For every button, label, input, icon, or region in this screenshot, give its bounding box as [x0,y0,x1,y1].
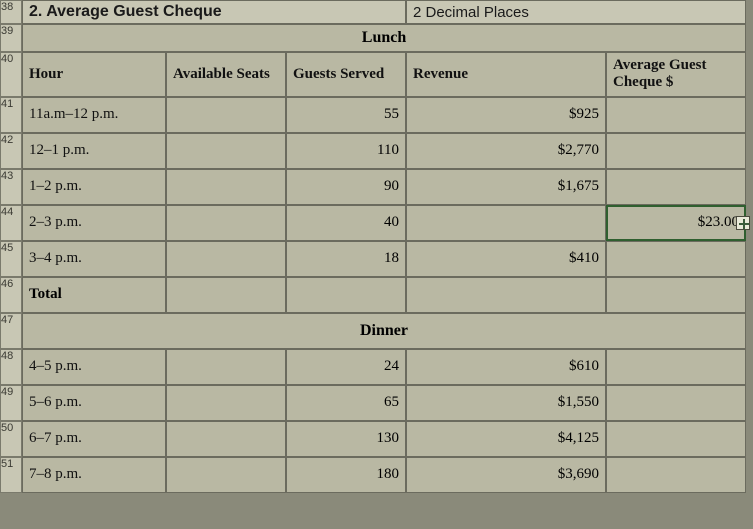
col-header-available: Available Seats [166,52,286,97]
cell-hour[interactable]: 6–7 p.m. [22,421,166,457]
cell-available[interactable] [166,277,286,313]
row-number: 43 [0,169,22,205]
cell-avg[interactable] [606,241,746,277]
cell-served[interactable] [286,277,406,313]
cell-hour[interactable]: 7–8 p.m. [22,457,166,493]
cell-revenue[interactable]: $610 [406,349,606,385]
cell-served[interactable]: 90 [286,169,406,205]
row-number: 40 [0,52,22,97]
cell-total-label[interactable]: Total [22,277,166,313]
cell-available[interactable] [166,385,286,421]
section-header-dinner: Dinner [22,313,746,349]
cell-available[interactable] [166,169,286,205]
cell-served[interactable]: 24 [286,349,406,385]
row-number: 42 [0,133,22,169]
cell-revenue[interactable] [406,205,606,241]
cell-hour[interactable]: 12–1 p.m. [22,133,166,169]
cell-served[interactable]: 18 [286,241,406,277]
spreadsheet: 38 2. Average Guest Cheque 2 Decimal Pla… [0,0,753,493]
cell-revenue[interactable]: $925 [406,97,606,133]
cell-available[interactable] [166,349,286,385]
col-header-revenue: Revenue [406,52,606,97]
cell-revenue[interactable]: $2,770 [406,133,606,169]
cell-hour[interactable]: 5–6 p.m. [22,385,166,421]
cell-revenue[interactable]: $4,125 [406,421,606,457]
cell-avg[interactable] [606,349,746,385]
cell-hour[interactable]: 4–5 p.m. [22,349,166,385]
row-number: 47 [0,313,22,349]
cell-hour[interactable]: 3–4 p.m. [22,241,166,277]
cell-revenue[interactable]: $410 [406,241,606,277]
row-number: 38 [0,0,22,24]
cell-revenue[interactable]: $1,550 [406,385,606,421]
row-number: 49 [0,385,22,421]
fill-handle-icon[interactable] [736,216,750,230]
cell-available[interactable] [166,241,286,277]
row-number: 45 [0,241,22,277]
cell-avg-active[interactable]: $23.00 [606,205,746,241]
cell-served[interactable]: 180 [286,457,406,493]
cell-avg[interactable] [606,169,746,205]
decimal-note: 2 Decimal Places [406,0,746,24]
cell-served[interactable]: 65 [286,385,406,421]
cell-available[interactable] [166,205,286,241]
cell-available[interactable] [166,133,286,169]
active-cell-value: $23.00 [698,214,739,231]
cell-available[interactable] [166,97,286,133]
row-number: 41 [0,97,22,133]
col-header-avg-line2: Cheque $ [613,74,673,90]
cell-available[interactable] [166,421,286,457]
cell-revenue[interactable]: $3,690 [406,457,606,493]
row-number: 51 [0,457,22,493]
cell-avg[interactable] [606,457,746,493]
cell-served[interactable]: 110 [286,133,406,169]
col-header-served: Guests Served [286,52,406,97]
cell-avg[interactable] [606,97,746,133]
cell-avg[interactable] [606,421,746,457]
cell-avg[interactable] [606,133,746,169]
cell-revenue[interactable] [406,277,606,313]
page-title: 2. Average Guest Cheque [22,0,406,24]
row-number: 44 [0,205,22,241]
cell-available[interactable] [166,457,286,493]
cell-served[interactable]: 130 [286,421,406,457]
section-header-lunch: Lunch [22,24,746,52]
col-header-avg-line1: Average Guest [613,57,706,73]
cell-hour[interactable]: 2–3 p.m. [22,205,166,241]
cell-hour[interactable]: 1–2 p.m. [22,169,166,205]
row-number: 48 [0,349,22,385]
row-number: 46 [0,277,22,313]
cell-served[interactable]: 55 [286,97,406,133]
cell-avg[interactable] [606,385,746,421]
col-header-avg: Average Guest Cheque $ [606,52,746,97]
cell-revenue[interactable]: $1,675 [406,169,606,205]
cell-hour[interactable]: 11a.m–12 p.m. [22,97,166,133]
row-number: 39 [0,24,22,52]
col-header-hour: Hour [22,52,166,97]
cell-avg[interactable] [606,277,746,313]
cell-served[interactable]: 40 [286,205,406,241]
row-number: 50 [0,421,22,457]
